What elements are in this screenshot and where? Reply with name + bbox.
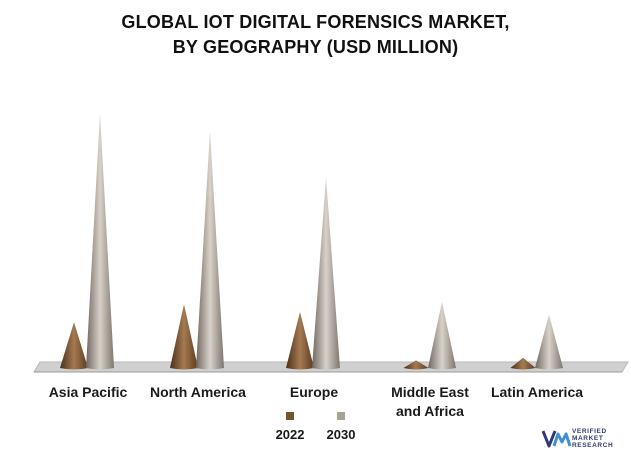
- category-label-3: Middle East and Africa: [391, 384, 469, 419]
- legend-item-2022: 2022: [276, 412, 305, 442]
- category-label-0: Asia Pacific: [49, 384, 128, 400]
- legend-swatch-2030: [336, 412, 345, 420]
- logo-line-2: MARKET: [572, 435, 604, 442]
- legend: 2022 2030: [0, 412, 631, 442]
- logo-wordmark: VERIFIED MARKET RESEARCH: [572, 428, 613, 449]
- chart-title-line-2: BY GEOGRAPHY (USD MILLION): [172, 37, 459, 57]
- legend-item-2030: 2030: [326, 412, 356, 442]
- verified-market-research-logo: VERIFIED MARKET RESEARCH: [542, 426, 628, 452]
- cone-2030-1: [196, 130, 224, 370]
- category-label-4: Latin America: [491, 384, 583, 400]
- legend-label-2030: 2030: [326, 427, 356, 442]
- logo-line-1: VERIFIED: [572, 428, 607, 435]
- chart-title: GLOBAL IOT DIGITAL FORENSICS MARKET, BY …: [0, 10, 631, 60]
- cone-2022-2: [286, 311, 314, 370]
- vmr-logo-mark-icon: [542, 430, 572, 448]
- category-label-2: Europe: [290, 384, 338, 400]
- category-labels: Asia Pacific North America Europe Middle Ea…: [49, 384, 584, 419]
- chart-title-line-1: GLOBAL IOT DIGITAL FORENSICS MARKET,: [121, 12, 510, 32]
- cone-2030-4: [535, 314, 563, 370]
- legend-swatch-2022: [286, 412, 295, 420]
- cone-2022-3: [403, 360, 429, 370]
- cone-2030-3: [428, 301, 456, 370]
- category-label-1: North America: [150, 384, 246, 400]
- cone-layer: [60, 113, 563, 370]
- cone-2022-4: [510, 357, 536, 370]
- cone-2022-1: [170, 304, 198, 370]
- cone-2030-0: [86, 113, 114, 370]
- cone-2022-0: [60, 322, 88, 370]
- legend-label-2022: 2022: [275, 427, 305, 442]
- logo-line-3: RESEARCH: [572, 442, 614, 449]
- cone-2030-2: [312, 176, 340, 370]
